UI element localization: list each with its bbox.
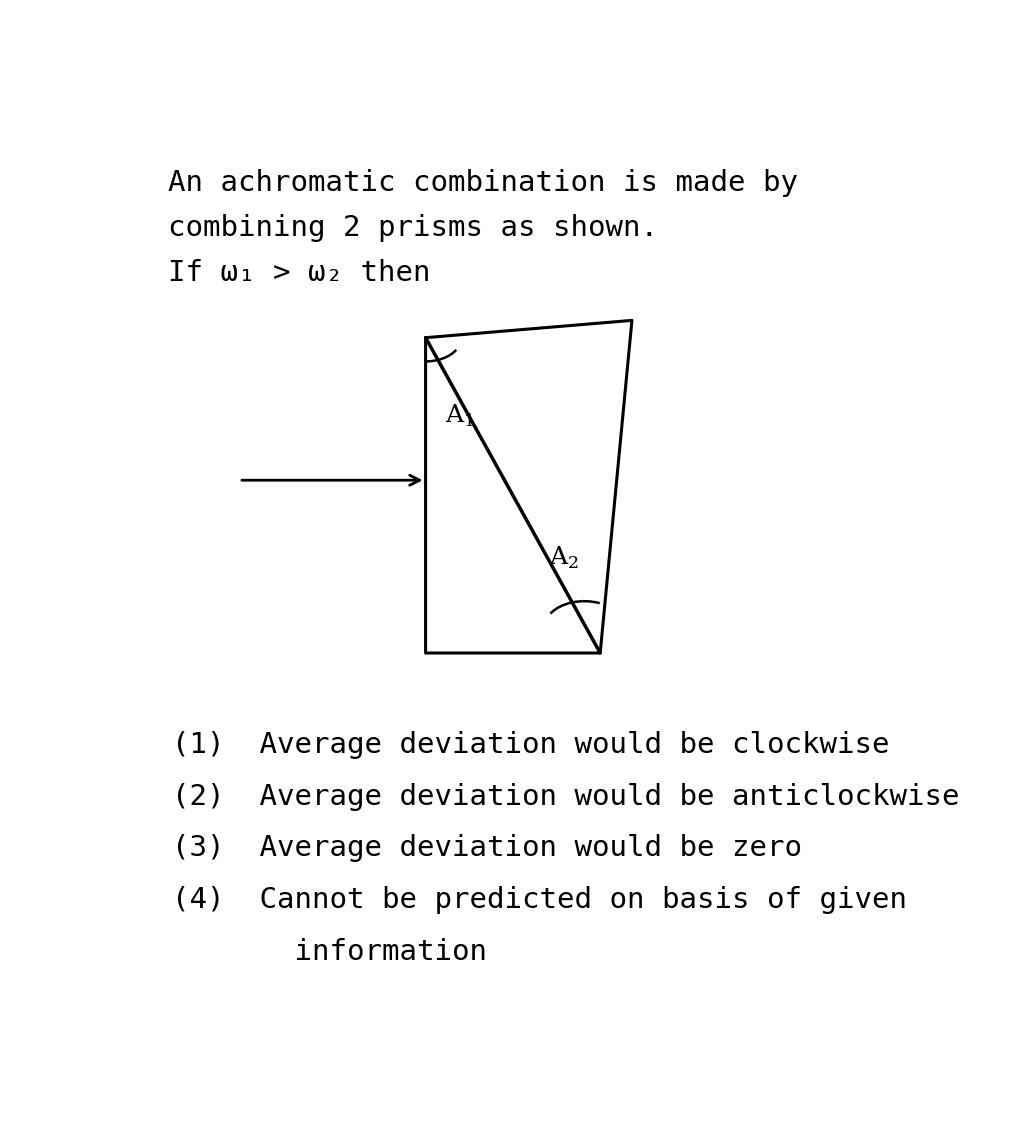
- Text: (4)  Cannot be predicted on basis of given: (4) Cannot be predicted on basis of give…: [172, 886, 906, 914]
- Text: (3)  Average deviation would be zero: (3) Average deviation would be zero: [172, 835, 802, 863]
- Text: $\mathregular{A}_\mathregular{1}$: $\mathregular{A}_\mathregular{1}$: [445, 403, 474, 429]
- Text: $\mathregular{A}_\mathregular{2}$: $\mathregular{A}_\mathregular{2}$: [549, 545, 579, 571]
- Text: information: information: [172, 938, 486, 966]
- Text: combining 2 prisms as shown.: combining 2 prisms as shown.: [168, 214, 657, 242]
- Text: If ω₁ > ω₂ then: If ω₁ > ω₂ then: [168, 259, 430, 287]
- Text: (1)  Average deviation would be clockwise: (1) Average deviation would be clockwise: [172, 730, 889, 758]
- Text: (2)  Average deviation would be anticlockwise: (2) Average deviation would be anticlock…: [172, 783, 959, 810]
- Text: An achromatic combination is made by: An achromatic combination is made by: [168, 169, 798, 197]
